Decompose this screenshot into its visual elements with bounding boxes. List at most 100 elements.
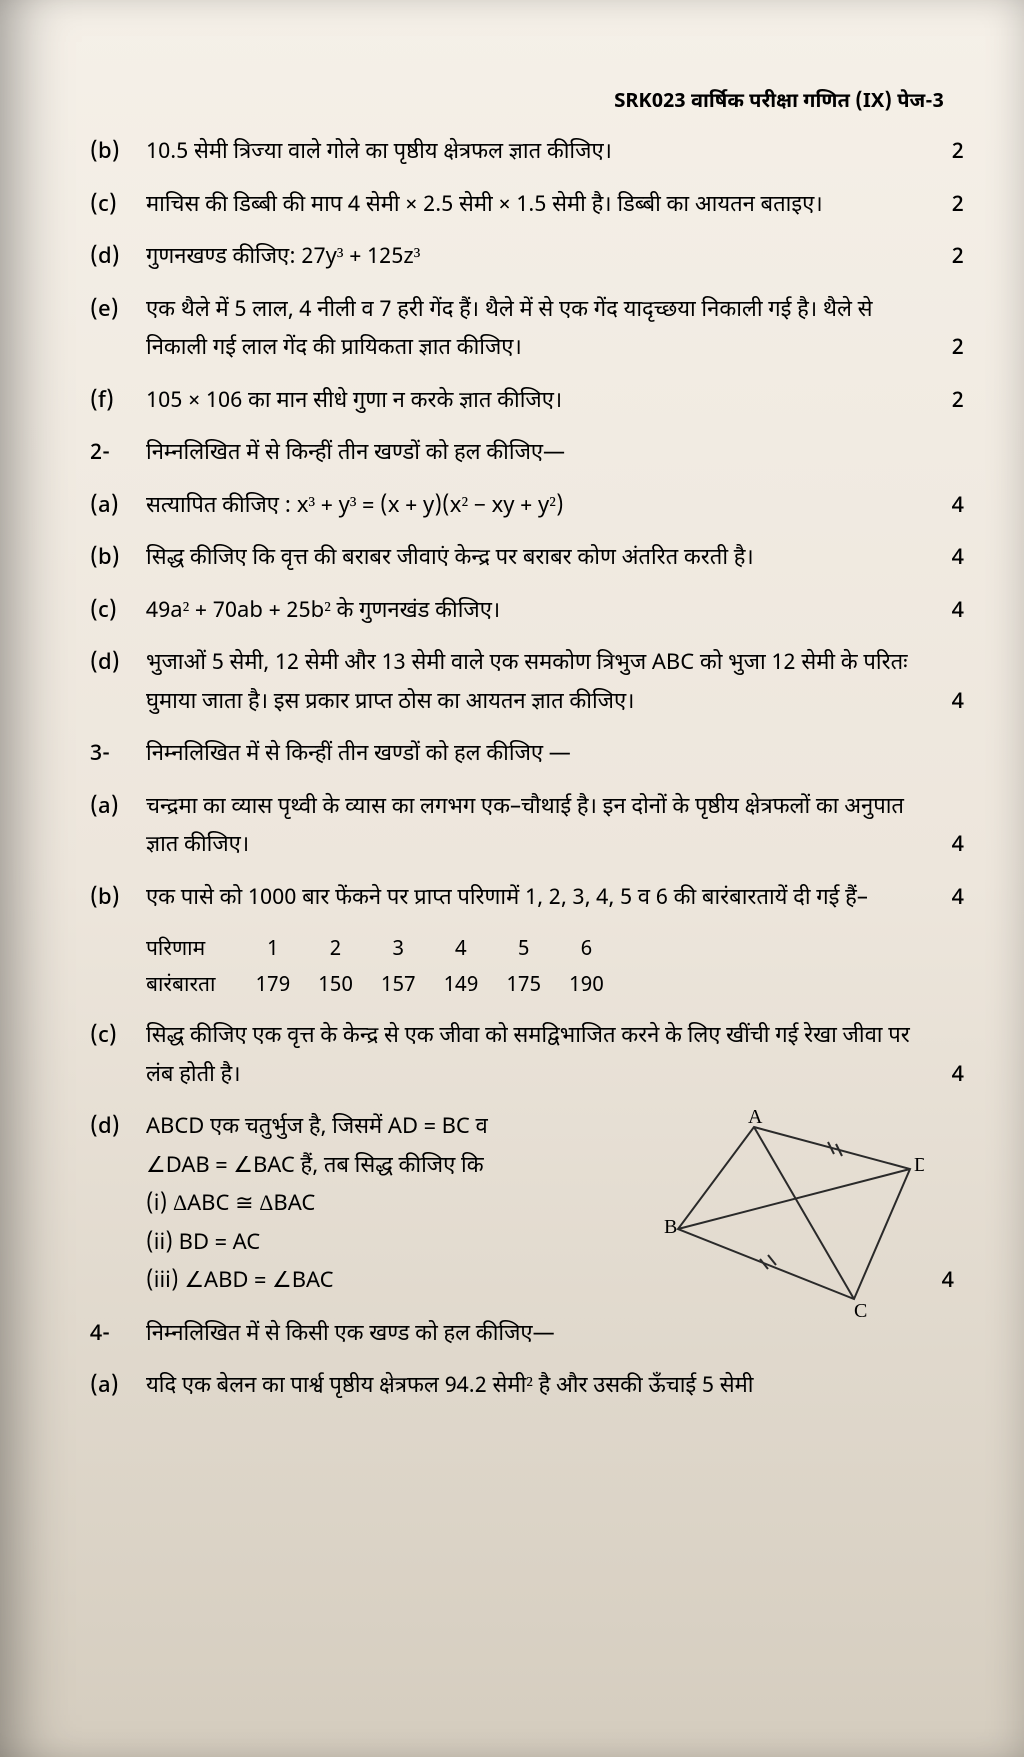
question-row: (a) सत्यापित कीजिए : x³ + y³ = (x + y)(x…	[90, 488, 964, 527]
q-marks: 4	[952, 827, 964, 866]
q-label: (f)	[90, 383, 146, 422]
q-label: (d)	[90, 239, 146, 278]
question-row: 2- निम्नलिखित में से किन्हीं तीन खण्डों …	[90, 435, 964, 474]
q-body: एक पासे को 1000 बार फेंकने पर प्राप्त पर…	[146, 880, 964, 919]
q-label: (d)	[90, 1109, 146, 1302]
question-row: (b) एक पासे को 1000 बार फेंकने पर प्राप्…	[90, 880, 964, 919]
vertex-label-d: D	[914, 1154, 924, 1176]
q-label: 2-	[90, 435, 146, 474]
q-body: 105 × 106 का मान सीधे गुणा न करके ज्ञात …	[146, 383, 964, 422]
q-text-line: ABCD एक चतुर्भुज है, जिसमें AD = BC व	[146, 1109, 664, 1148]
q-marks: 2	[952, 239, 964, 278]
question-row: (b) 10.5 सेमी त्रिज्या वाले गोले का पृष्…	[90, 134, 964, 173]
question-row: 3- निम्नलिखित में से किन्हीं तीन खण्डों …	[90, 736, 964, 775]
page-header: SRK023 वार्षिक परीक्षा गणित (IX) पेज-3	[90, 90, 964, 116]
cell: 6	[569, 932, 632, 968]
q-label: (c)	[90, 187, 146, 226]
q-text: एक पासे को 1000 बार फेंकने पर प्राप्त पर…	[146, 884, 868, 913]
question-row: (d) गुणनखण्ड कीजिए: 27y³ + 125z³ 2	[90, 239, 964, 278]
sub-item: (ii) BD = AC	[146, 1225, 664, 1264]
sub-item: (i) ΔABC ≅ ΔBAC	[146, 1186, 664, 1225]
q-text: माचिस की डिब्बी की माप 4 सेमी × 2.5 सेमी…	[146, 191, 823, 220]
q-marks: 2	[952, 383, 964, 422]
q-body: भुजाओं 5 सेमी, 12 सेमी और 13 सेमी वाले ए…	[146, 645, 964, 722]
q-text: निम्नलिखित में से किसी एक खण्ड को हल कीज…	[146, 1320, 555, 1349]
question-row: (a) यदि एक बेलन का पार्श्व पृष्ठीय क्षेत…	[90, 1368, 964, 1407]
vertex-label-a: A	[748, 1109, 763, 1128]
q-text: निम्नलिखित में से किन्हीं तीन खण्डों को …	[146, 740, 571, 769]
question-row: (f) 105 × 106 का मान सीधे गुणा न करके ज्…	[90, 383, 964, 422]
q-marks: 2	[952, 134, 964, 173]
q-body: चन्द्रमा का व्यास पृथ्वी के व्यास का लगभ…	[146, 789, 964, 866]
q-label: (b)	[90, 880, 146, 919]
cell: 149	[444, 968, 507, 1004]
q-body: निम्नलिखित में से किन्हीं तीन खण्डों को …	[146, 736, 964, 775]
question-row: (c) 49a² + 70ab + 25b² के गुणनखंड कीजिए।…	[90, 593, 964, 632]
table-row: बारंबारता 179 150 157 149 175 190	[146, 968, 632, 1004]
question-row: (b) सिद्ध कीजिए कि वृत्त की बराबर जीवाएं…	[90, 540, 964, 579]
question-row: (c) सिद्ध कीजिए एक वृत्त के केन्द्र से ए…	[90, 1018, 964, 1095]
q-marks: 4	[952, 1057, 964, 1096]
quadrilateral-figure: A D C B	[664, 1109, 924, 1309]
q-text: यदि एक बेलन का पार्श्व पृष्ठीय क्षेत्रफल…	[146, 1372, 753, 1401]
q-body: सिद्ध कीजिए एक वृत्त के केन्द्र से एक जी…	[146, 1018, 964, 1095]
q-label: (c)	[90, 593, 146, 632]
q-marks: 4	[952, 684, 964, 723]
cell: 1	[255, 932, 318, 968]
q-text: सिद्ध कीजिए एक वृत्त के केन्द्र से एक जी…	[146, 1022, 910, 1090]
row-label: परिणाम	[146, 932, 255, 968]
q-text: 10.5 सेमी त्रिज्या वाले गोले का पृष्ठीय …	[146, 138, 612, 167]
q-text: सिद्ध कीजिए कि वृत्त की बराबर जीवाएं केन…	[146, 544, 754, 573]
cell: 4	[444, 932, 507, 968]
q-body: यदि एक बेलन का पार्श्व पृष्ठीय क्षेत्रफल…	[146, 1368, 964, 1407]
q-label: 4-	[90, 1316, 146, 1355]
exam-page: SRK023 वार्षिक परीक्षा गणित (IX) पेज-3 (…	[0, 0, 1024, 1757]
q-label: (b)	[90, 540, 146, 579]
q-marks: 4	[952, 540, 964, 579]
question-row: (e) एक थैले में 5 लाल, 4 नीली व 7 हरी गे…	[90, 292, 964, 369]
q-text: एक थैले में 5 लाल, 4 नीली व 7 हरी गेंद ह…	[146, 296, 872, 364]
row-label: बारंबारता	[146, 968, 255, 1004]
q-marks: 2	[952, 187, 964, 226]
cell: 179	[255, 968, 318, 1004]
q-label: (a)	[90, 1368, 146, 1407]
q-label: (b)	[90, 134, 146, 173]
q-label: (a)	[90, 488, 146, 527]
q-marks: 4	[942, 1263, 954, 1302]
cell: 2	[318, 932, 381, 968]
q-label: (a)	[90, 789, 146, 866]
question-row: (a) चन्द्रमा का व्यास पृथ्वी के व्यास का…	[90, 789, 964, 866]
q-body: 10.5 सेमी त्रिज्या वाले गोले का पृष्ठीय …	[146, 134, 964, 173]
q-body: एक थैले में 5 लाल, 4 नीली व 7 हरी गेंद ह…	[146, 292, 964, 369]
q-text: चन्द्रमा का व्यास पृथ्वी के व्यास का लगभ…	[146, 793, 904, 861]
q-text: सत्यापित कीजिए : x³ + y³ = (x + y)(x² − …	[146, 492, 564, 521]
q-marks: 4	[952, 880, 964, 919]
question-row-with-figure: (d) ABCD एक चतुर्भुज है, जिसमें AD = BC …	[90, 1109, 964, 1302]
q-body: निम्नलिखित में से किसी एक खण्ड को हल कीज…	[146, 1316, 964, 1355]
q-body: निम्नलिखित में से किन्हीं तीन खण्डों को …	[146, 435, 964, 474]
q-text: भुजाओं 5 सेमी, 12 सेमी और 13 सेमी वाले ए…	[146, 649, 908, 717]
question-row: (d) भुजाओं 5 सेमी, 12 सेमी और 13 सेमी वा…	[90, 645, 964, 722]
q-body: सत्यापित कीजिए : x³ + y³ = (x + y)(x² − …	[146, 488, 964, 527]
q-body: 49a² + 70ab + 25b² के गुणनखंड कीजिए। 4	[146, 593, 964, 632]
q-text: निम्नलिखित में से किन्हीं तीन खण्डों को …	[146, 439, 565, 468]
vertex-label-b: B	[664, 1216, 677, 1238]
q-label: (c)	[90, 1018, 146, 1095]
sub-item: (iii) ∠ABD = ∠BAC	[146, 1263, 664, 1302]
q-marks: 4	[952, 593, 964, 632]
q-text-line: ∠DAB = ∠BAC हैं, तब सिद्ध कीजिए कि	[146, 1148, 664, 1187]
cell: 190	[569, 968, 632, 1004]
q-body: माचिस की डिब्बी की माप 4 सेमी × 2.5 सेमी…	[146, 187, 964, 226]
cell: 3	[381, 932, 444, 968]
cell: 150	[318, 968, 381, 1004]
q-body: सिद्ध कीजिए कि वृत्त की बराबर जीवाएं केन…	[146, 540, 964, 579]
frequency-table: परिणाम 1 2 3 4 5 6 बारंबारता 179 150 157…	[90, 932, 964, 1004]
q-marks: 2	[952, 330, 964, 369]
q-text: गुणनखण्ड कीजिए: 27y³ + 125z³	[146, 243, 420, 272]
q-text: 49a² + 70ab + 25b² के गुणनखंड कीजिए।	[146, 597, 500, 626]
cell: 157	[381, 968, 444, 1004]
q-label: 3-	[90, 736, 146, 775]
q-marks: 4	[952, 488, 964, 527]
q-body: गुणनखण्ड कीजिए: 27y³ + 125z³ 2	[146, 239, 964, 278]
cell: 5	[506, 932, 569, 968]
